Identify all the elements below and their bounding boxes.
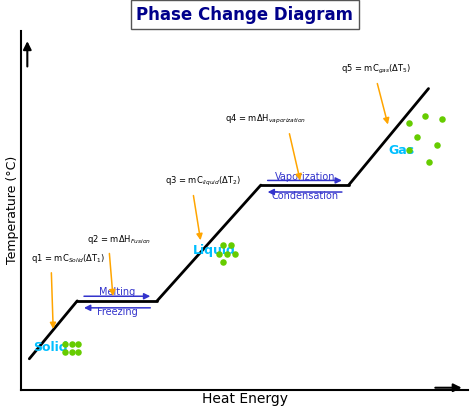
Text: q2 = mΔH$_{Fusion}$: q2 = mΔH$_{Fusion}$ [87, 233, 151, 246]
Point [231, 250, 239, 257]
Point [227, 241, 235, 248]
Point [439, 116, 447, 123]
Text: Melting: Melting [99, 288, 135, 297]
Point [74, 349, 82, 355]
Point [405, 120, 412, 126]
Text: Freezing: Freezing [97, 307, 137, 317]
Text: Gas: Gas [389, 144, 415, 157]
Text: q3 = mC$_{liquid}$(ΔT$_{2}$): q3 = mC$_{liquid}$(ΔT$_{2}$) [165, 175, 241, 188]
Text: Vaporization: Vaporization [274, 171, 335, 182]
Text: q4 = mΔH$_{vaporization}$: q4 = mΔH$_{vaporization}$ [225, 113, 306, 126]
Point [68, 349, 75, 355]
Point [405, 147, 412, 154]
Text: Solid: Solid [33, 341, 68, 354]
Point [74, 341, 82, 347]
Text: q5 = mC$_{gas}$(ΔT$_{5}$): q5 = mC$_{gas}$(ΔT$_{5}$) [341, 63, 411, 76]
Point [62, 349, 69, 355]
Title: Phase Change Diagram: Phase Change Diagram [137, 5, 354, 23]
Point [68, 341, 75, 347]
Point [223, 250, 231, 257]
Point [219, 259, 227, 266]
Point [62, 341, 69, 347]
Point [425, 159, 432, 165]
X-axis label: Heat Energy: Heat Energy [202, 393, 288, 407]
Text: q1 = mC$_{Solid}$(ΔT$_{1}$): q1 = mC$_{Solid}$(ΔT$_{1}$) [31, 252, 106, 265]
Point [421, 112, 428, 119]
Text: Liquid: Liquid [193, 244, 236, 257]
Point [413, 133, 420, 140]
Y-axis label: Temperature (°C): Temperature (°C) [6, 156, 18, 264]
Text: Condensation: Condensation [271, 191, 338, 201]
Point [215, 250, 223, 257]
Point [219, 241, 227, 248]
Point [433, 141, 440, 148]
